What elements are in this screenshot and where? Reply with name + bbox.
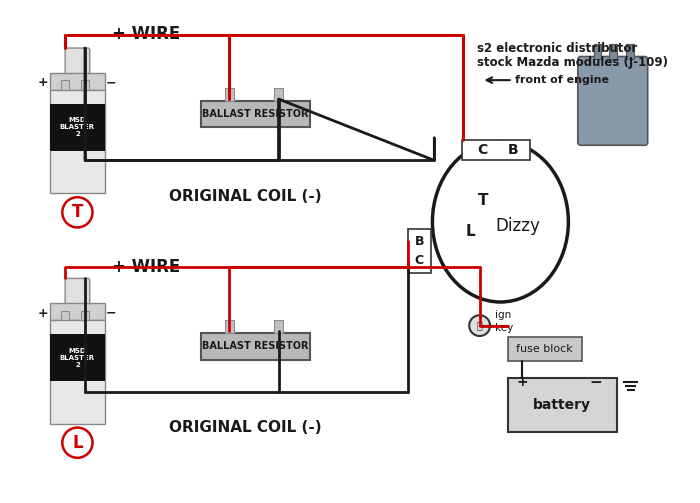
Bar xyxy=(594,44,601,59)
Text: stock Mazda modules (J-109): stock Mazda modules (J-109) xyxy=(477,56,668,68)
Text: −: − xyxy=(589,375,602,390)
Text: + WIRE: + WIRE xyxy=(112,25,181,43)
Text: Dizzy: Dizzy xyxy=(495,217,540,235)
Text: C: C xyxy=(414,254,424,267)
Text: +: + xyxy=(38,76,49,90)
Text: fuse block: fuse block xyxy=(517,344,573,354)
Text: ign
key: ign key xyxy=(495,310,513,333)
Bar xyxy=(81,80,89,90)
Bar xyxy=(626,44,634,59)
Text: +: + xyxy=(517,375,528,389)
Text: T: T xyxy=(478,194,489,208)
Text: ORIGINAL COIL (-): ORIGINAL COIL (-) xyxy=(169,420,322,435)
Bar xyxy=(50,303,105,320)
Text: MSD
BLASTER
2: MSD BLASTER 2 xyxy=(60,348,95,368)
Text: front of engine: front of engine xyxy=(514,75,608,85)
Bar xyxy=(50,104,105,151)
FancyBboxPatch shape xyxy=(65,278,90,305)
Bar xyxy=(50,334,105,381)
Ellipse shape xyxy=(433,141,568,302)
Bar xyxy=(462,140,530,160)
Bar xyxy=(274,320,284,333)
Text: T: T xyxy=(71,203,83,221)
Bar xyxy=(62,80,69,90)
Text: B: B xyxy=(414,235,424,248)
Text: −: − xyxy=(106,76,117,90)
Circle shape xyxy=(62,428,92,458)
Circle shape xyxy=(469,315,490,336)
Text: + WIRE: + WIRE xyxy=(112,258,181,276)
Circle shape xyxy=(62,197,92,227)
Bar xyxy=(225,88,234,101)
Text: BALLAST RESISTOR: BALLAST RESISTOR xyxy=(202,109,309,119)
Text: −: − xyxy=(106,307,117,320)
Bar xyxy=(50,320,105,424)
Text: B: B xyxy=(508,143,518,157)
Bar xyxy=(81,310,89,320)
Bar xyxy=(62,310,69,320)
Bar xyxy=(609,44,617,59)
Bar xyxy=(508,337,582,362)
Text: +: + xyxy=(38,307,49,320)
FancyBboxPatch shape xyxy=(578,56,648,145)
Text: battery: battery xyxy=(533,398,592,412)
Bar xyxy=(508,378,617,432)
Bar xyxy=(201,333,309,360)
Text: ORIGINAL COIL (-): ORIGINAL COIL (-) xyxy=(169,189,322,204)
Text: L: L xyxy=(72,434,83,452)
Text: C: C xyxy=(477,143,488,157)
Bar xyxy=(225,320,234,333)
Text: s2 electronic distributor: s2 electronic distributor xyxy=(477,42,637,55)
Bar xyxy=(50,72,105,90)
Bar xyxy=(201,101,309,127)
Text: MSD
BLASTER
2: MSD BLASTER 2 xyxy=(60,117,95,137)
Bar xyxy=(50,90,105,194)
Bar xyxy=(274,88,284,101)
FancyBboxPatch shape xyxy=(65,48,90,74)
Text: L: L xyxy=(466,224,475,239)
Bar xyxy=(408,229,430,273)
Text: ⚿: ⚿ xyxy=(477,320,482,330)
Text: BALLAST RESISTOR: BALLAST RESISTOR xyxy=(202,342,309,352)
